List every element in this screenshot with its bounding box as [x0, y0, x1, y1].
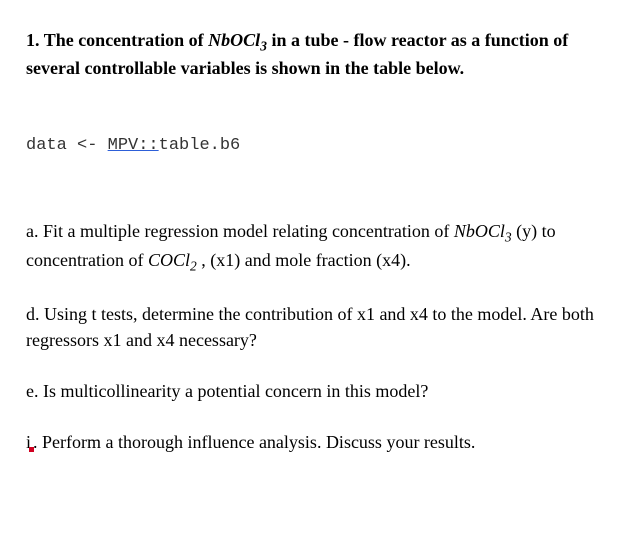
part-a-t1: Fit a multiple regression model relating… — [43, 221, 449, 241]
intro-pre: The concentration of — [44, 30, 204, 50]
formula-nbocl3-a: NbOCl3 — [454, 221, 516, 241]
formula-base: NbOCl — [208, 30, 260, 50]
code-snippet: data <- MPV::table.b6 — [26, 134, 618, 158]
question-number: 1. — [26, 30, 40, 50]
question-intro: 1. The concentration of NbOCl3 in a tube… — [26, 28, 618, 82]
part-i-text: Perform a thorough influence analysis. D… — [42, 432, 475, 452]
code-pkg-link: MPV:: — [108, 136, 159, 155]
part-d-text: Using t tests, determine the contributio… — [26, 304, 594, 349]
part-d: d. Using t tests, determine the contribu… — [26, 302, 618, 352]
formula-sub: 3 — [260, 39, 267, 54]
part-d-label: d. — [26, 304, 40, 324]
code-obj: table.b6 — [159, 136, 241, 155]
part-e: e. Is multicollinearity a potential conc… — [26, 379, 618, 404]
formula-cocl2: COCl2 — [148, 250, 201, 270]
part-e-text: Is multicollinearity a potential concern… — [43, 381, 428, 401]
part-a-label: a. — [26, 221, 39, 241]
formula-nbocl3: NbOCl3 — [208, 30, 271, 50]
part-a: a. Fit a multiple regression model relat… — [26, 219, 618, 276]
part-i: i. Perform a thorough influence analysis… — [26, 430, 618, 455]
code-lhs: data <- — [26, 136, 108, 155]
cursor-mark-icon — [31, 434, 33, 448]
part-e-label: e. — [26, 381, 39, 401]
part-a-t3: , (x1) and mole fraction (x4). — [201, 250, 410, 270]
